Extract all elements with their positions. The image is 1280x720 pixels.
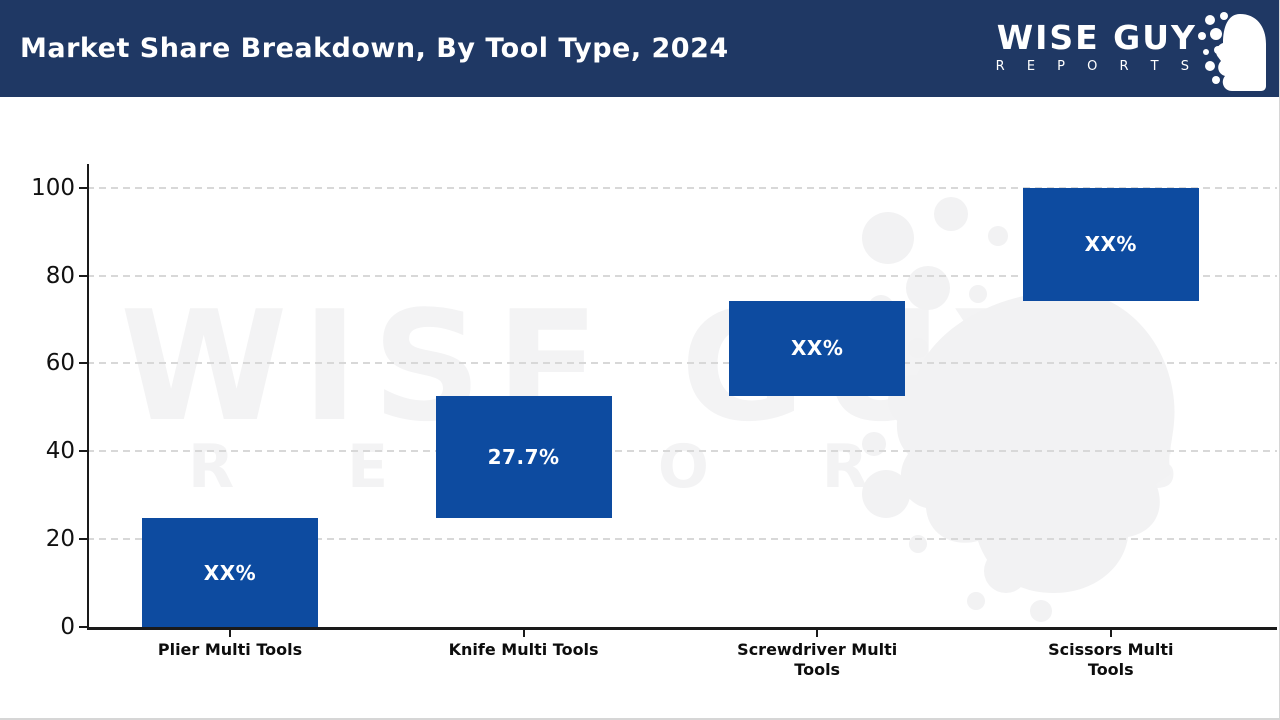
x-category-label-line: Tools: [1087, 660, 1134, 679]
y-gridline: [87, 362, 1277, 365]
y-gridline: [87, 538, 1277, 541]
x-category-label-line: Screwdriver Multi: [737, 640, 898, 659]
page-title: Market Share Breakdown, By Tool Type, 20…: [20, 33, 729, 64]
bar-value-label: XX%: [203, 560, 257, 585]
x-category-label-line: Scissors Multi: [1048, 640, 1174, 659]
y-tick-label: 80: [45, 262, 75, 289]
y-tick-label: 100: [31, 174, 75, 201]
x-tick-mark: [816, 630, 819, 637]
bar-value-label: XX%: [790, 336, 844, 361]
y-axis-line: [87, 164, 89, 630]
x-tick-mark: [522, 630, 525, 637]
y-gridline: [87, 450, 1277, 453]
y-tick-label: 60: [45, 350, 75, 377]
wiseguy-logo: WISE GUY R E P O R T S: [996, 6, 1268, 92]
bar-segment: XX%: [142, 518, 318, 627]
bar-segment: XX%: [1022, 187, 1199, 301]
bar-segment: 27.7%: [435, 396, 612, 519]
x-category-label: Plier Multi Tools: [158, 640, 302, 660]
x-category-label-line: Plier Multi Tools: [157, 640, 303, 659]
y-tick-mark: [79, 538, 87, 541]
y-tick-mark: [79, 362, 87, 365]
x-category-label: Screwdriver Multi Tools: [737, 640, 897, 680]
bar-value-label: XX%: [1084, 232, 1137, 257]
logo-face-icon: [1198, 12, 1266, 91]
logo-wordmark: WISE GUY: [996, 18, 1197, 57]
x-tick-mark: [1109, 630, 1112, 637]
logo-text: WISE GUY R E P O R T S: [996, 20, 1198, 76]
x-category-label-line: Tools: [794, 660, 841, 679]
x-category-label: Knife Multi Tools: [449, 640, 599, 660]
bar-value-label: 27.7%: [487, 445, 560, 470]
y-tick-mark: [79, 274, 87, 277]
y-tick-label: 0: [60, 614, 75, 640]
x-category-label: Scissors Multi Tools: [1048, 640, 1173, 680]
y-tick-label: 40: [45, 438, 75, 465]
y-tick-label: 20: [45, 526, 75, 553]
header-bar: Market Share Breakdown, By Tool Type, 20…: [0, 0, 1279, 97]
x-axis-line: [87, 627, 1277, 630]
y-tick-mark: [79, 626, 87, 628]
x-tick-mark: [229, 630, 231, 637]
logo-subtitle: R E P O R T S: [995, 59, 1198, 74]
y-tick-mark: [79, 186, 87, 189]
y-gridline: [87, 186, 1277, 189]
y-tick-mark: [79, 450, 87, 453]
x-category-label-line: Knife Multi Tools: [448, 640, 599, 659]
bar-segment: XX%: [729, 300, 906, 397]
y-gridline: [87, 274, 1277, 277]
